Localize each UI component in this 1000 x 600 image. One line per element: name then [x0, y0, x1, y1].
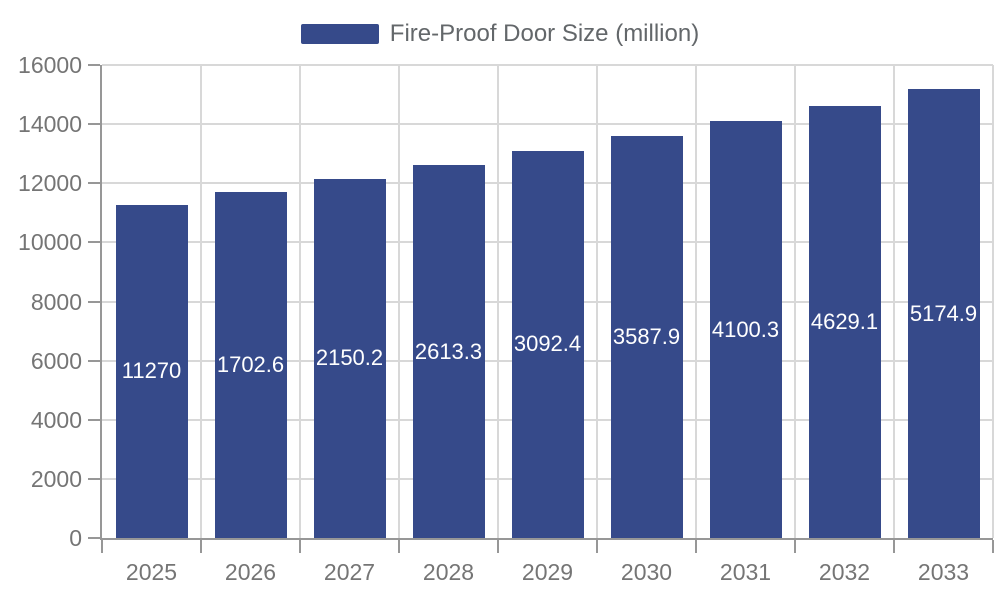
x-tick-label: 2033: [917, 559, 970, 585]
x-tick: [695, 540, 697, 553]
x-tick-label: 2030: [620, 559, 673, 585]
y-tick: [88, 64, 100, 66]
x-tick-label: 2026: [224, 559, 277, 585]
y-gridline: [102, 123, 993, 126]
y-axis-line: [100, 65, 102, 540]
x-gridline: [992, 65, 994, 538]
y-tick-label: 4000: [30, 406, 82, 433]
x-tick-label: 2028: [422, 559, 475, 585]
legend-item[interactable]: Fire-Proof Door Size (million): [0, 20, 1000, 48]
x-tick: [299, 540, 301, 553]
legend-swatch: [300, 24, 379, 44]
x-tick-label: 2032: [818, 559, 871, 585]
x-gridline: [200, 65, 202, 538]
x-tick: [893, 540, 895, 553]
x-tick: [200, 540, 202, 553]
x-tick: [497, 540, 499, 553]
x-tick: [596, 540, 598, 553]
bar: 2150.2: [313, 178, 386, 538]
bar-value-label: 11270: [121, 358, 182, 384]
bar-value-label: 3587.9: [612, 324, 681, 350]
bar: 4629.1: [808, 105, 881, 538]
x-tick: [794, 540, 796, 553]
x-gridline: [695, 65, 697, 538]
y-gridline: [102, 64, 993, 66]
y-tick: [88, 477, 100, 480]
x-tick-label: 2031: [719, 559, 772, 585]
y-tick: [88, 241, 100, 244]
bar: 3587.9: [610, 136, 683, 538]
legend-label: Fire-Proof Door Size (million): [389, 20, 700, 47]
x-axis-line: [100, 538, 993, 540]
y-tick: [88, 182, 100, 185]
y-tick-label: 10000: [18, 229, 82, 256]
x-tick-label: 2029: [521, 559, 574, 585]
y-tick: [88, 537, 100, 539]
x-gridline: [299, 65, 301, 538]
bar: 11270: [115, 204, 188, 538]
y-tick: [88, 418, 100, 421]
y-tick-label: 14000: [18, 111, 82, 138]
bar-value-label: 2613.3: [414, 338, 483, 364]
bar-value-label: 1702.6: [216, 352, 285, 377]
bar-value-label: 5174.9: [909, 300, 978, 326]
bar: 1702.6: [214, 192, 287, 538]
y-tick-label: 0: [69, 525, 82, 551]
bar-value-label: 3092.4: [513, 331, 582, 357]
x-tick: [398, 540, 400, 553]
y-tick-label: 6000: [30, 347, 82, 374]
y-tick-label: 8000: [30, 288, 82, 315]
bar: 2613.3: [412, 165, 485, 538]
y-tick: [88, 359, 100, 362]
bar-value-label: 2150.2: [315, 345, 384, 371]
x-tick-label: 2027: [323, 559, 376, 585]
y-tick: [88, 300, 100, 303]
y-tick-label: 16000: [18, 52, 82, 78]
bar-value-label: 4100.3: [711, 316, 780, 342]
y-tick-label: 2000: [30, 465, 82, 492]
x-gridline: [398, 65, 400, 538]
x-tick: [992, 540, 994, 553]
y-tick: [88, 123, 100, 126]
bar-value-label: 4629.1: [810, 308, 879, 334]
x-gridline: [893, 65, 895, 538]
x-gridline: [596, 65, 598, 538]
y-tick-label: 12000: [18, 170, 82, 197]
x-gridline: [794, 65, 796, 538]
bar: 4100.3: [709, 121, 782, 538]
x-tick-label: 2025: [125, 559, 178, 585]
bar: 5174.9: [907, 89, 980, 538]
x-tick: [101, 540, 103, 553]
bar: 3092.4: [511, 150, 584, 538]
x-gridline: [497, 65, 499, 538]
